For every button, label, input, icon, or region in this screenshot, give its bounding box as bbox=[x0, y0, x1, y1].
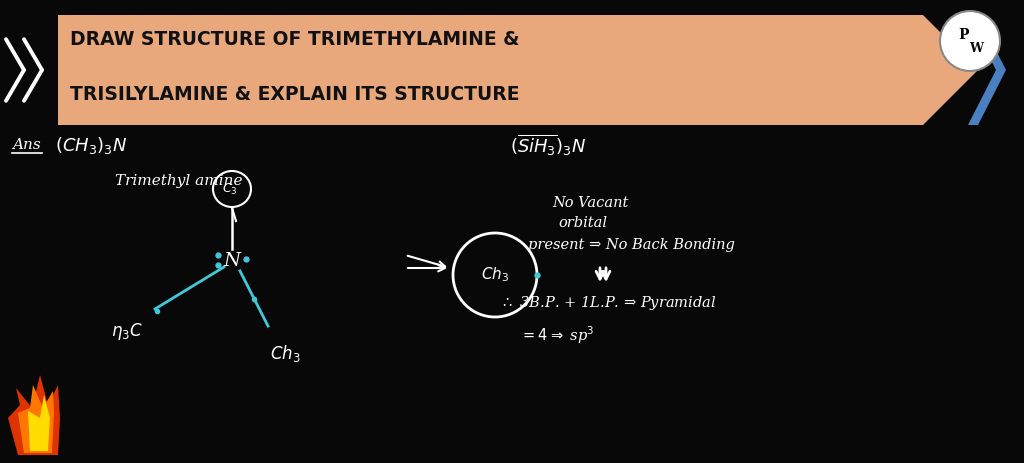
Text: P: P bbox=[958, 28, 970, 42]
Text: $C_3$: $C_3$ bbox=[222, 181, 238, 197]
Text: orbital: orbital bbox=[558, 216, 607, 230]
Circle shape bbox=[940, 11, 1000, 71]
Polygon shape bbox=[923, 15, 978, 125]
Text: TRISILYLAMINE & EXPLAIN ITS STRUCTURE: TRISILYLAMINE & EXPLAIN ITS STRUCTURE bbox=[70, 85, 519, 104]
Text: $= 4 \Rightarrow$ sp$^3$: $= 4 \Rightarrow$ sp$^3$ bbox=[520, 324, 595, 346]
Text: $(CH_3)_3 N$: $(CH_3)_3 N$ bbox=[55, 134, 127, 156]
Text: $(\overline{SiH_3})_3 N$: $(\overline{SiH_3})_3 N$ bbox=[510, 132, 586, 158]
Polygon shape bbox=[8, 375, 60, 455]
Text: N: N bbox=[223, 252, 241, 270]
Text: $Ch_3$: $Ch_3$ bbox=[481, 266, 509, 284]
Text: DRAW STRUCTURE OF TRIMETHYLAMINE &: DRAW STRUCTURE OF TRIMETHYLAMINE & bbox=[70, 30, 519, 49]
Text: W: W bbox=[969, 42, 983, 55]
Text: present ⇒ No Back Bonding: present ⇒ No Back Bonding bbox=[528, 238, 735, 252]
Text: $\eta_3 C$: $\eta_3 C$ bbox=[111, 320, 143, 342]
Polygon shape bbox=[18, 385, 54, 453]
Polygon shape bbox=[968, 15, 1006, 125]
Text: $Ch_3$: $Ch_3$ bbox=[269, 343, 300, 363]
Text: Ans: Ans bbox=[12, 138, 41, 152]
Polygon shape bbox=[28, 395, 50, 451]
Text: $\therefore$ 3B.P. + 1L.P. ⇒ Pyramidal: $\therefore$ 3B.P. + 1L.P. ⇒ Pyramidal bbox=[500, 294, 717, 312]
Text: No Vacant: No Vacant bbox=[552, 196, 629, 210]
Text: Trimethyl amine: Trimethyl amine bbox=[115, 174, 243, 188]
Polygon shape bbox=[58, 15, 923, 125]
